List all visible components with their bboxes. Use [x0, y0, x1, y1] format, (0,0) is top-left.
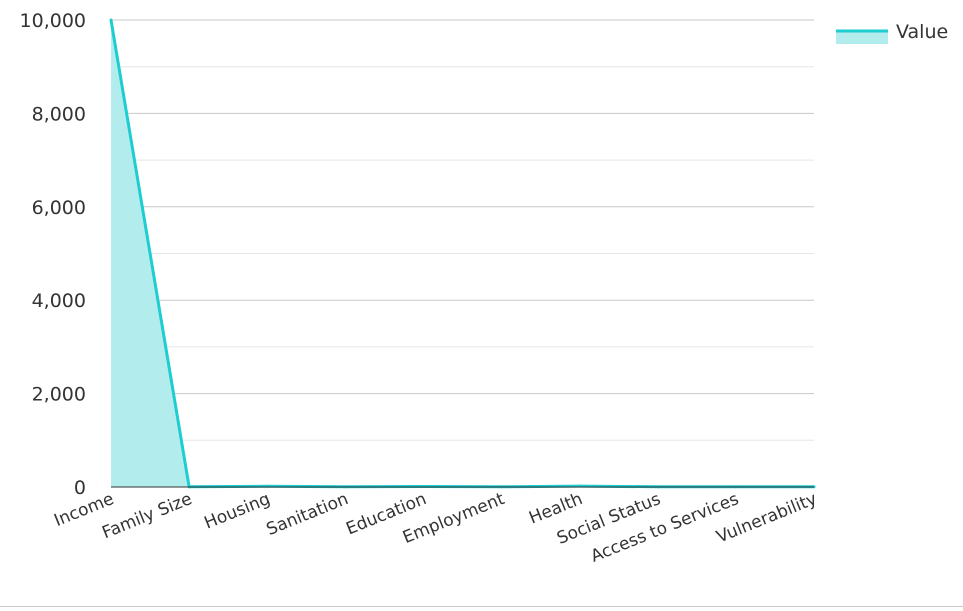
data-point-income[interactable] — [109, 18, 113, 22]
legend[interactable]: Value — [836, 21, 948, 44]
bottom-rule — [0, 606, 963, 607]
x-tick-label: Family Size — [99, 489, 195, 543]
y-tick-label: 6,000 — [32, 197, 86, 219]
y-tick-label: 10,000 — [20, 10, 86, 32]
gridlines — [111, 19, 814, 441]
y-tick-label: 8,000 — [32, 103, 86, 125]
y-tick-labels: 0 2,000 4,000 6,000 8,000 10,000 — [20, 10, 86, 499]
y-tick-label: 2,000 — [32, 384, 86, 406]
y-tick-label: 0 — [74, 477, 86, 499]
legend-label: Value — [896, 21, 948, 43]
x-tick-label: Housing — [202, 489, 274, 533]
legend-swatch — [836, 30, 888, 44]
x-tick-label: Sanitation — [264, 489, 352, 540]
y-tick-label: 4,000 — [32, 290, 86, 312]
